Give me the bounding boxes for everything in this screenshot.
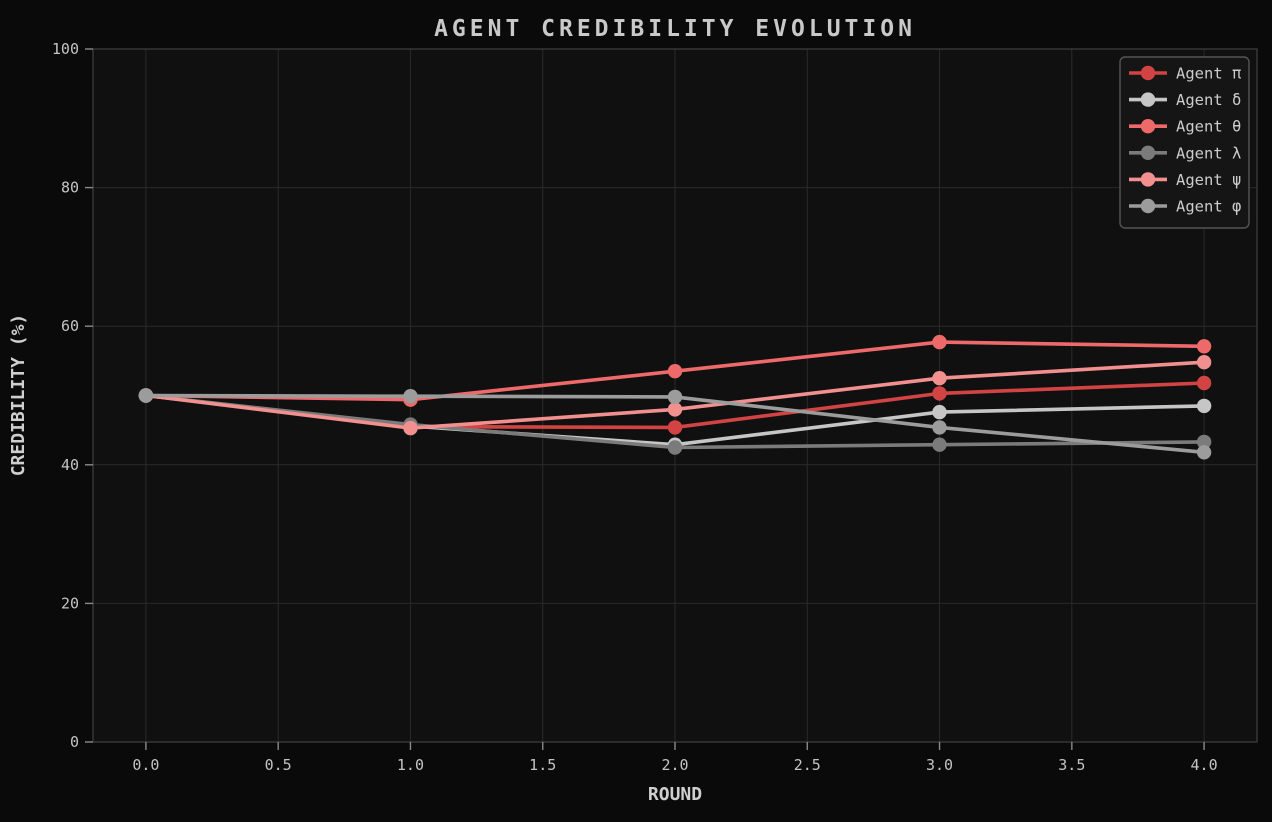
legend-label-agent-theta: Agent θ [1176, 118, 1241, 136]
legend-label-agent-lambda: Agent λ [1176, 144, 1241, 162]
chart-title: AGENT CREDIBILITY EVOLUTION [434, 16, 916, 42]
legend-label-agent-phi: Agent φ [1176, 198, 1241, 216]
legend-item-agent-pi: Agent π [1129, 65, 1241, 83]
legend-marker-agent-phi [1140, 198, 1156, 214]
legend-marker-agent-theta [1140, 119, 1156, 134]
legend-label-agent-pi: Agent π [1176, 65, 1241, 83]
legend-item-agent-delta: Agent δ [1129, 91, 1241, 109]
legend-item-agent-psi: Agent ψ [1129, 171, 1241, 189]
legend-label-agent-delta: Agent δ [1176, 91, 1241, 109]
series-agent-psi [138, 355, 1212, 436]
data-point-agent-pi-round-4 [1196, 375, 1212, 391]
data-point-agent-phi-round-0 [138, 388, 154, 403]
x-tick-label: 4.0 [1191, 756, 1218, 774]
legend-marker-agent-pi [1140, 65, 1156, 81]
y-tick-label: 40 [61, 456, 79, 474]
axis-ticks: 0.0 0.5 1.0 1.5 2.0 2.5 3.0 3.5 4.0 0 20 40 60 80 100 [52, 40, 1218, 774]
legend-label-agent-psi: Agent ψ [1176, 171, 1241, 189]
data-point-agent-lambda-round-4 [1196, 434, 1212, 450]
data-point-agent-lambda-round-3 [932, 437, 947, 452]
legend-marker-agent-delta [1140, 92, 1156, 107]
legend: Agent π Agent δ Agent θ Agent λ Agent ψ Agent… [1119, 56, 1250, 229]
data-point-agent-psi-round-2 [667, 402, 683, 417]
data-point-agent-pi-round-2 [667, 420, 683, 435]
data-point-agent-phi-round-3 [932, 420, 947, 435]
x-tick-label: 2.5 [794, 756, 821, 774]
x-tick-label: 0.0 [132, 756, 159, 774]
y-tick-label: 0 [70, 733, 79, 751]
series-agent-phi [138, 388, 1212, 460]
data-point-agent-psi-round-3 [932, 371, 947, 386]
x-tick-label: 2.0 [661, 756, 688, 774]
data-series [138, 334, 1212, 460]
x-tick-label: 3.0 [926, 756, 953, 774]
data-point-agent-psi-round-4 [1196, 355, 1212, 370]
y-tick-label: 100 [52, 40, 79, 58]
legend-item-agent-phi: Agent φ [1129, 198, 1241, 216]
y-tick-label: 80 [61, 179, 79, 197]
legend-item-agent-lambda: Agent λ [1129, 144, 1241, 162]
data-point-agent-phi-round-2 [667, 389, 683, 405]
data-point-agent-psi-round-1 [403, 420, 418, 436]
data-point-agent-delta-round-4 [1196, 398, 1212, 414]
x-tick-label: 1.5 [529, 756, 556, 774]
y-tick-label: 60 [61, 317, 79, 335]
data-point-agent-delta-round-3 [932, 404, 947, 420]
data-point-agent-lambda-round-2 [667, 440, 683, 455]
data-point-agent-phi-round-1 [403, 389, 418, 404]
legend-marker-agent-psi [1140, 172, 1156, 187]
x-tick-label: 1.0 [397, 756, 424, 774]
data-point-agent-pi-round-3 [932, 386, 947, 401]
x-axis-label: ROUND [648, 784, 702, 805]
legend-item-agent-theta: Agent θ [1129, 118, 1241, 136]
x-tick-label: 0.5 [265, 756, 292, 774]
data-point-agent-theta-round-3 [932, 334, 947, 350]
data-point-agent-theta-round-2 [667, 364, 683, 379]
y-axis-label: CREDIBILITY (%) [8, 314, 29, 477]
legend-marker-agent-lambda [1140, 145, 1156, 160]
data-point-agent-phi-round-4 [1196, 445, 1212, 460]
y-tick-label: 20 [61, 594, 79, 612]
data-point-agent-theta-round-4 [1196, 339, 1212, 354]
x-tick-label: 3.5 [1058, 756, 1085, 774]
